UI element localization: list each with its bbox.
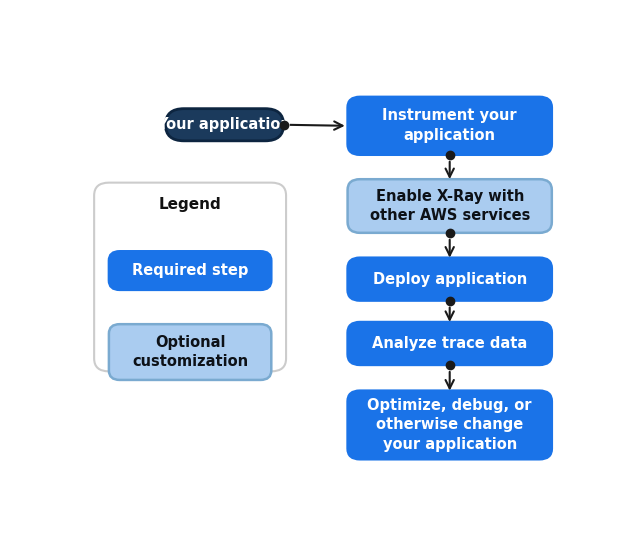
FancyBboxPatch shape xyxy=(347,97,552,155)
FancyBboxPatch shape xyxy=(347,390,552,460)
FancyBboxPatch shape xyxy=(347,258,552,301)
FancyBboxPatch shape xyxy=(109,324,271,380)
FancyBboxPatch shape xyxy=(347,322,552,365)
Text: Optimize, debug, or
otherwise change
your application: Optimize, debug, or otherwise change you… xyxy=(368,398,532,452)
Text: Legend: Legend xyxy=(159,197,222,212)
Text: Your application: Your application xyxy=(157,117,291,132)
Text: Required step: Required step xyxy=(132,263,248,278)
Text: Enable X-Ray with
other AWS services: Enable X-Ray with other AWS services xyxy=(370,189,530,223)
Text: Deploy application: Deploy application xyxy=(373,272,527,287)
FancyBboxPatch shape xyxy=(347,179,552,233)
FancyBboxPatch shape xyxy=(166,109,284,141)
Text: Instrument your
application: Instrument your application xyxy=(382,109,517,143)
Text: Analyze trace data: Analyze trace data xyxy=(372,336,527,351)
FancyBboxPatch shape xyxy=(94,183,286,372)
FancyBboxPatch shape xyxy=(109,251,271,290)
Text: Optional
customization: Optional customization xyxy=(132,335,248,369)
